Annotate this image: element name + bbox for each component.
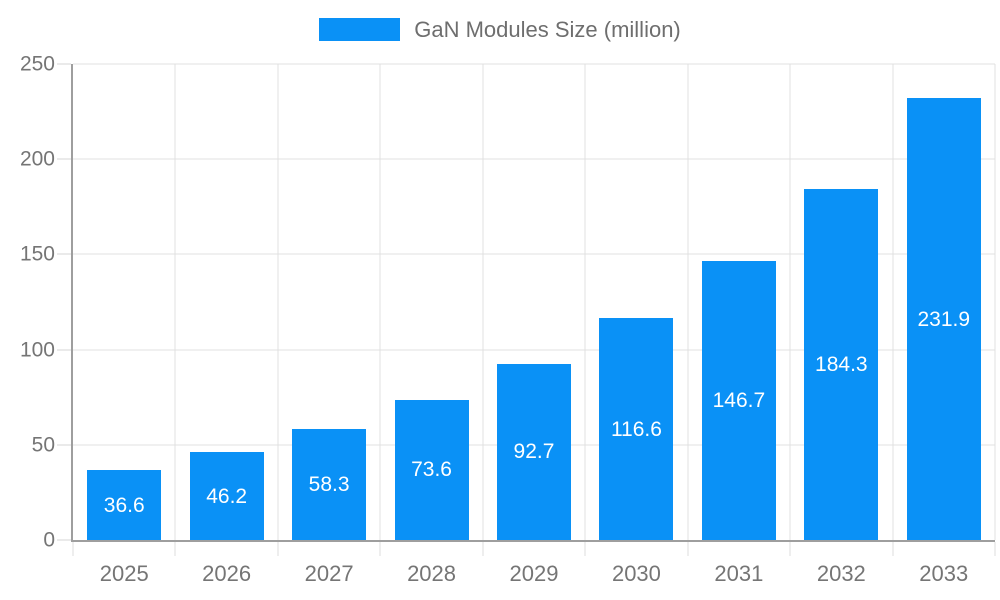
gridline-vertical — [277, 64, 279, 540]
bar-value-label: 146.7 — [712, 388, 766, 412]
gridline-vertical — [174, 64, 176, 540]
y-axis-tick — [57, 158, 71, 160]
x-axis-tick-label: 2030 — [611, 561, 661, 586]
gridline-vertical — [379, 64, 381, 540]
bar-slot-2027: 58.3 — [278, 64, 380, 540]
gridline-vertical — [789, 64, 791, 540]
x-axis-tick — [789, 542, 791, 556]
x-axis-tick — [482, 542, 484, 556]
bar-slot-2025: 36.6 — [73, 64, 175, 540]
bar-2029[interactable]: 92.7 — [496, 363, 571, 540]
y-axis-tick-label: 100 — [19, 338, 55, 362]
gridline-vertical — [994, 64, 996, 540]
gridline-horizontal — [73, 63, 995, 65]
bar-value-label: 36.6 — [103, 493, 145, 517]
x-axis-tick — [174, 542, 176, 556]
x-axis-tick-label: 2033 — [919, 561, 969, 586]
legend-label: GaN Modules Size (million) — [414, 16, 681, 42]
gridline-vertical — [687, 64, 689, 540]
bar-value-label: 184.3 — [815, 353, 868, 377]
x-axis-tick — [687, 542, 689, 556]
x-axis-tick-label: 2026 — [202, 561, 252, 586]
y-axis-tick-label: 150 — [19, 242, 55, 266]
legend[interactable]: GaN Modules Size (million) — [0, 18, 1000, 41]
y-axis-tick-label: 0 — [43, 528, 55, 552]
y-axis-tick-label: 250 — [19, 52, 55, 76]
bar-slot-2030: 116.6 — [585, 64, 687, 540]
x-axis-tick — [892, 542, 894, 556]
bar-slot-2028: 73.6 — [380, 64, 482, 540]
bar-slot-2029: 92.7 — [483, 64, 585, 540]
y-axis-tick — [57, 253, 71, 255]
bar-value-label: 46.2 — [206, 484, 248, 508]
y-axis-tick-labels: 0 50 100 150 200 250 — [0, 54, 55, 551]
gridline-vertical — [584, 64, 586, 540]
x-axis-tick-label: 2028 — [407, 561, 457, 586]
x-axis-tick — [72, 542, 74, 556]
bar-value-label: 73.6 — [411, 458, 452, 482]
bar-value-label: 92.7 — [513, 440, 555, 464]
x-axis-tick — [994, 542, 996, 556]
bar-value-label: 231.9 — [917, 307, 971, 331]
bar-2031[interactable]: 146.7 — [701, 260, 776, 540]
gridline-vertical — [892, 64, 894, 540]
bar-2025[interactable]: 36.6 — [87, 470, 162, 540]
bar-value-label: 58.3 — [308, 473, 350, 496]
y-axis-tick — [57, 444, 71, 446]
bar-2030[interactable]: 116.6 — [599, 318, 674, 540]
y-axis-tick — [57, 539, 71, 541]
x-axis-tick-label: 2029 — [509, 561, 559, 586]
plot-area: 36.6 46.2 58.3 73.6 92.7 116.6 146.7 184.3 231.9 — [57, 63, 996, 556]
bar-2033[interactable]: 231.9 — [906, 98, 981, 540]
y-axis-tick — [57, 63, 71, 65]
bar-slot-2033: 231.9 — [893, 64, 995, 540]
y-axis-tick-label: 200 — [19, 147, 55, 171]
x-axis-tick — [277, 542, 279, 556]
y-axis-tick-label: 50 — [31, 433, 55, 457]
gridline-horizontal — [73, 253, 995, 255]
y-axis-tick — [57, 349, 71, 351]
x-axis-tick-labels: 2025 2026 2027 2028 2029 2030 2031 2032 2033 — [73, 560, 995, 594]
x-axis-tick-label: 2027 — [304, 561, 354, 586]
gridline-horizontal — [73, 158, 995, 160]
bar-slot-2032: 184.3 — [790, 64, 892, 540]
gridline-vertical — [482, 64, 484, 540]
bar-value-label: 116.6 — [610, 417, 662, 441]
x-axis-tick — [379, 542, 381, 556]
bar-slot-2026: 46.2 — [175, 64, 277, 540]
bar-2028[interactable]: 73.6 — [394, 399, 469, 540]
bar-2026[interactable]: 46.2 — [189, 452, 264, 540]
x-axis-tick — [584, 542, 586, 556]
gridline-horizontal — [73, 349, 995, 351]
x-axis-tick-label: 2032 — [816, 561, 866, 586]
bar-slot-2031: 146.7 — [688, 64, 790, 540]
bar-2032[interactable]: 184.3 — [804, 189, 879, 540]
x-axis-tick-label: 2025 — [99, 561, 149, 586]
legend-swatch — [319, 18, 401, 41]
bar-2027[interactable]: 58.3 — [292, 429, 367, 540]
x-axis-tick-label: 2031 — [714, 561, 764, 586]
